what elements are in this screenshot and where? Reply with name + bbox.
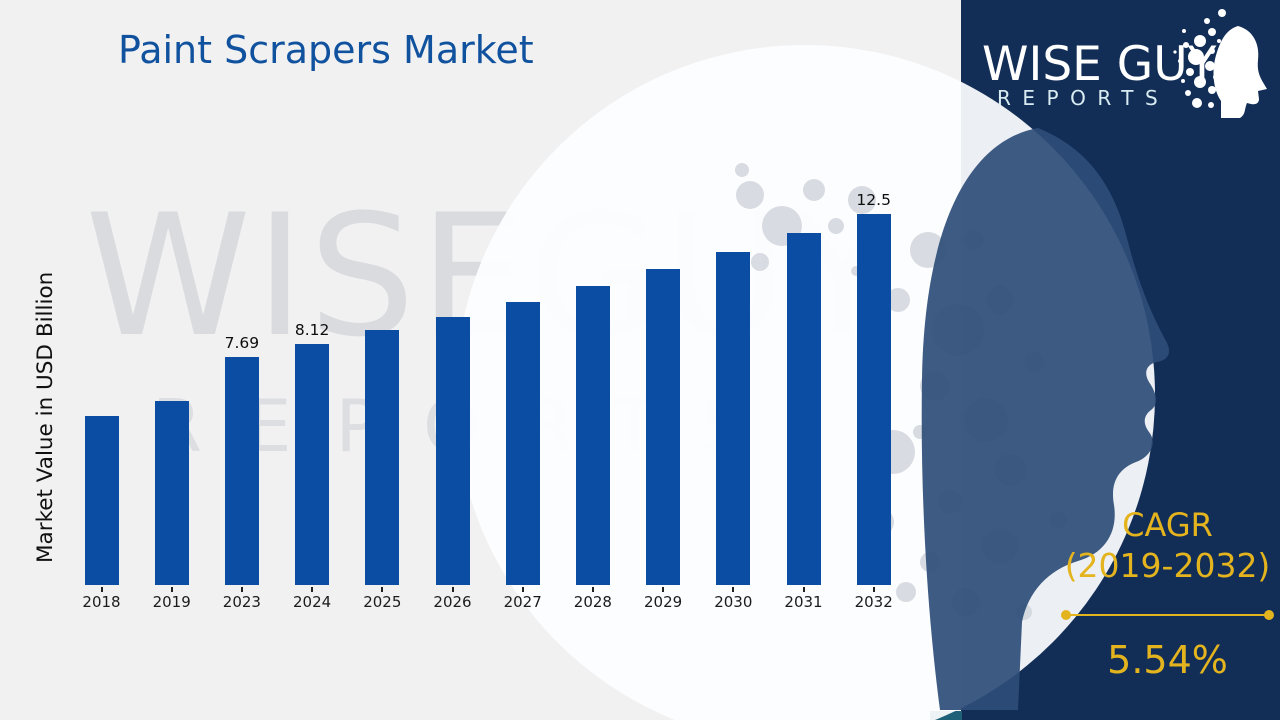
x-axis-tick	[591, 587, 594, 592]
x-axis-tick	[240, 587, 243, 592]
x-axis-tick	[732, 587, 735, 592]
wiseguy-face-icon	[1173, 9, 1267, 118]
bar-2026	[435, 317, 470, 585]
x-tick-label-2031: 2031	[784, 593, 823, 611]
y-axis-label: Market Value in USD Billion	[33, 271, 58, 563]
x-tick-label-2032: 2032	[854, 593, 893, 611]
bar-2031	[786, 233, 821, 585]
bar-2024	[295, 344, 330, 585]
x-axis-tick	[100, 587, 103, 592]
x-axis-tick	[170, 587, 173, 592]
x-tick-label-2029: 2029	[644, 593, 683, 611]
bar-2025	[365, 330, 400, 585]
cagr-divider	[1055, 610, 1280, 621]
x-axis-tick	[872, 587, 875, 592]
bar-value-label-2023: 7.69	[224, 334, 260, 352]
bar-2028	[575, 286, 610, 585]
divider-dot-left	[1061, 610, 1071, 621]
x-axis-tick	[662, 587, 665, 592]
x-tick-label-2026: 2026	[433, 593, 472, 611]
x-tick-label-2019: 2019	[152, 593, 191, 611]
bar-2032	[856, 214, 891, 585]
cagr-value: 5.54%	[1107, 638, 1228, 683]
bar-2027	[505, 302, 540, 585]
divider-dot-right	[1264, 610, 1274, 621]
divider-rule	[1069, 614, 1266, 617]
x-axis-tick	[802, 587, 805, 592]
x-tick-label-2025: 2025	[363, 593, 402, 611]
x-tick-label-2024: 2024	[293, 593, 332, 611]
teal-accent-strip	[930, 711, 962, 720]
bar-2018	[84, 416, 119, 585]
bar-value-label-2032: 12.5	[856, 191, 891, 209]
bar-2030	[716, 252, 751, 585]
brand-logo-subname: REPORTS	[997, 86, 1170, 110]
x-axis-tick	[311, 587, 314, 592]
brand-logo-name: WISE GUY	[982, 37, 1217, 92]
bar-2023	[224, 357, 259, 585]
bar-2029	[646, 269, 681, 585]
cagr-range: (2019-2032)	[1064, 546, 1271, 585]
x-tick-label-2023: 2023	[222, 593, 261, 611]
cagr-block: CAGR (2019-2032) 5.54%	[1055, 505, 1280, 682]
bar-chart: 2018 2019 2023 7.69 2024 8.12 2025 2026 2027 2028…	[82, 191, 893, 611]
x-axis-tick	[521, 587, 524, 592]
x-tick-label-2018: 2018	[82, 593, 121, 611]
bar-2019	[154, 401, 189, 585]
x-axis-tick	[381, 587, 384, 592]
cagr-heading: CAGR	[1122, 506, 1213, 544]
x-tick-label-2028: 2028	[573, 593, 612, 611]
face-silhouette	[921, 128, 1169, 710]
x-tick-label-2030: 2030	[714, 593, 753, 611]
x-tick-label-2027: 2027	[503, 593, 542, 611]
bar-value-label-2024: 8.12	[294, 321, 330, 339]
x-axis-tick	[451, 587, 454, 592]
page-title: Paint Scrapers Market	[118, 28, 534, 72]
